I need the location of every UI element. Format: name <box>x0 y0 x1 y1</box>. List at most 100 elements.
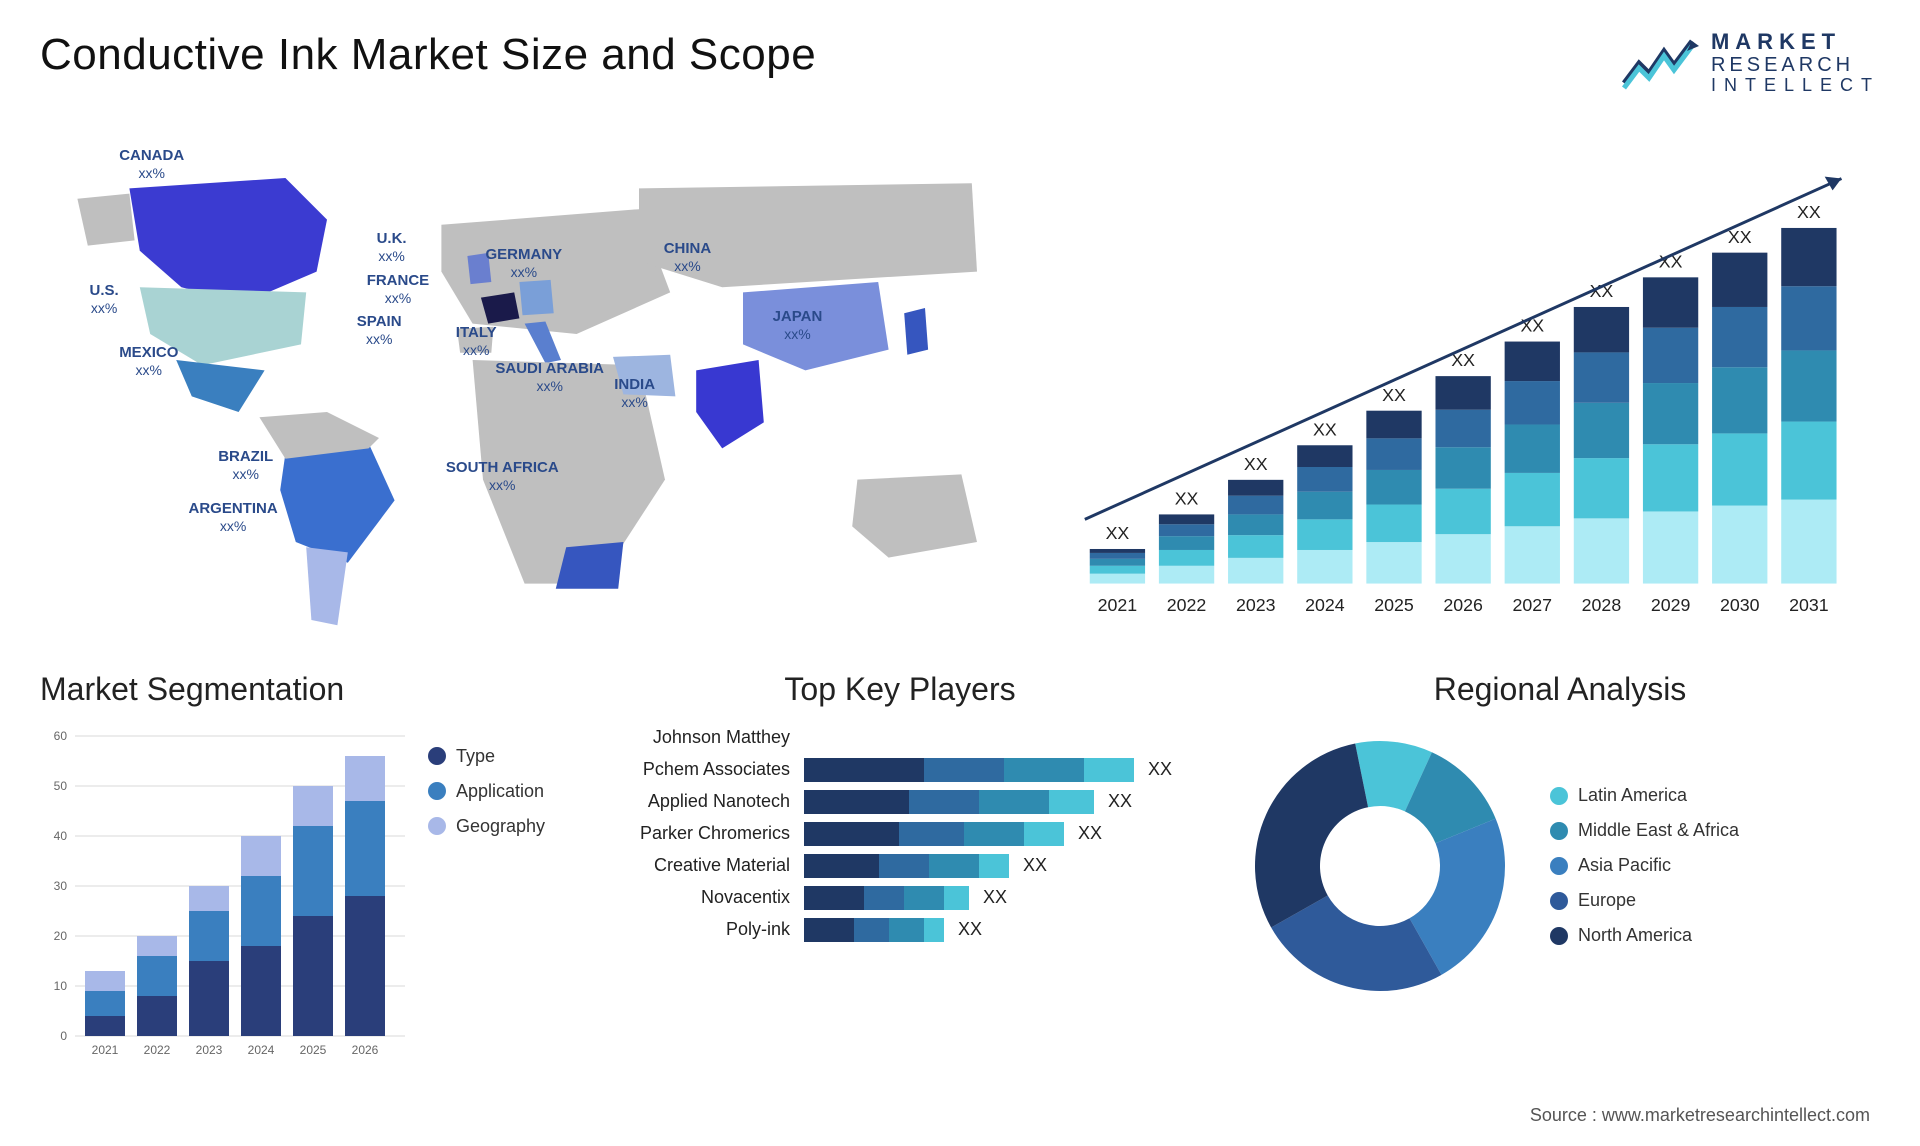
seg-bar-seg <box>189 961 229 1036</box>
country-australia <box>852 474 977 557</box>
donut-legend-item: Middle East & Africa <box>1550 820 1739 841</box>
forecast-bar-seg <box>1574 352 1629 402</box>
map-label: MEXICOxx% <box>119 344 178 379</box>
forecast-bar-seg <box>1505 526 1560 583</box>
seg-legend-item: Application <box>428 781 545 802</box>
forecast-year-label: 2026 <box>1443 595 1483 615</box>
forecast-bar-seg <box>1090 559 1145 566</box>
forecast-bar-seg <box>1712 307 1767 367</box>
forecast-bar-seg <box>1159 514 1214 524</box>
forecast-bar-seg <box>1297 550 1352 584</box>
row-bottom: Market Segmentation 01020304050602021202… <box>40 671 1880 1066</box>
legend-label: Asia Pacific <box>1578 855 1671 876</box>
player-value: XX <box>958 919 982 940</box>
forecast-bar-seg <box>1435 447 1490 488</box>
seg-ytick: 20 <box>54 929 68 943</box>
map-label: U.S.xx% <box>90 282 119 317</box>
forecast-bar-seg <box>1643 328 1698 383</box>
segmentation-title: Market Segmentation <box>40 671 560 708</box>
seg-year-label: 2024 <box>248 1043 275 1057</box>
players-row: Pchem Associates XX <box>600 758 1200 782</box>
seg-bar-seg <box>345 801 385 896</box>
player-bar-seg <box>964 822 1024 846</box>
forecast-bar-seg <box>1366 542 1421 583</box>
player-bar <box>804 918 944 942</box>
player-value: XX <box>1108 791 1132 812</box>
seg-bar-seg <box>241 876 281 946</box>
page-title: Conductive Ink Market Size and Scope <box>40 30 816 80</box>
players-title: Top Key Players <box>600 671 1200 708</box>
seg-bar-seg <box>293 916 333 1036</box>
map-label: GERMANYxx% <box>486 246 563 281</box>
forecast-bar-seg <box>1366 505 1421 543</box>
player-bar-seg <box>899 822 964 846</box>
map-label: ITALYxx% <box>456 324 497 359</box>
map-label: JAPANxx% <box>773 308 823 343</box>
seg-ytick: 50 <box>54 779 68 793</box>
seg-ytick: 40 <box>54 829 68 843</box>
seg-bar-seg <box>137 936 177 956</box>
seg-bar-seg <box>85 991 125 1016</box>
forecast-bar-seg <box>1781 228 1836 286</box>
country-argentina <box>306 547 348 625</box>
forecast-bar-label: XX <box>1175 489 1199 509</box>
country-south-africa <box>556 542 624 589</box>
player-bar-seg <box>804 854 879 878</box>
player-bar-seg <box>1084 758 1134 782</box>
forecast-bar-seg <box>1228 535 1283 558</box>
seg-ytick: 60 <box>54 729 68 743</box>
player-name: Pchem Associates <box>600 759 790 780</box>
map-label: CANADAxx% <box>119 147 184 182</box>
donut-slice <box>1255 743 1368 927</box>
player-name: Applied Nanotech <box>600 791 790 812</box>
seg-bar-seg <box>345 756 385 801</box>
seg-bar-seg <box>241 946 281 1036</box>
segmentation-legend: TypeApplicationGeography <box>428 726 545 837</box>
map-label: SPAINxx% <box>357 313 402 348</box>
forecast-bar-seg <box>1781 350 1836 421</box>
legend-label: Middle East & Africa <box>1578 820 1739 841</box>
forecast-bar-seg <box>1574 458 1629 518</box>
player-bar-seg <box>864 886 904 910</box>
player-name: Parker Chromerics <box>600 823 790 844</box>
seg-bar-seg <box>189 886 229 911</box>
forecast-bar-label: XX <box>1728 227 1752 247</box>
player-bar-seg <box>804 918 854 942</box>
forecast-bar-seg <box>1574 307 1629 352</box>
country-mexico <box>176 360 264 412</box>
brand-logo: MARKET RESEARCH INTELLECT <box>1619 30 1880 96</box>
player-bar <box>804 854 1009 878</box>
logo-text: MARKET RESEARCH INTELLECT <box>1711 30 1880 96</box>
world-map: CANADAxx%U.S.xx%MEXICOxx%BRAZILxx%ARGENT… <box>40 126 1030 646</box>
legend-label: Europe <box>1578 890 1636 911</box>
row-top: CANADAxx%U.S.xx%MEXICOxx%BRAZILxx%ARGENT… <box>40 126 1880 646</box>
seg-bar-seg <box>85 971 125 991</box>
forecast-year-label: 2022 <box>1167 595 1207 615</box>
forecast-bar-seg <box>1574 403 1629 458</box>
player-bar-seg <box>979 854 1009 878</box>
player-name: Novacentix <box>600 887 790 908</box>
forecast-bar-seg <box>1435 489 1490 534</box>
seg-bar-seg <box>85 1016 125 1036</box>
player-bar <box>804 758 1134 782</box>
player-bar-seg <box>879 854 929 878</box>
country-japan <box>904 308 928 355</box>
players-row: Creative MaterialXX <box>600 854 1200 878</box>
seg-bar-seg <box>137 956 177 996</box>
forecast-bar-label: XX <box>1106 523 1130 543</box>
player-value: XX <box>1148 759 1172 780</box>
player-bar-seg <box>979 790 1049 814</box>
seg-bar-seg <box>137 996 177 1036</box>
legend-dot <box>1550 787 1568 805</box>
forecast-bar-seg <box>1643 444 1698 511</box>
forecast-bar-seg <box>1574 518 1629 583</box>
forecast-svg: XX2021XX2022XX2023XX2024XX2025XX2026XX20… <box>1070 126 1880 646</box>
forecast-bar-label: XX <box>1382 385 1406 405</box>
forecast-bar-label: XX <box>1797 202 1821 222</box>
forecast-bar-seg <box>1712 433 1767 505</box>
forecast-year-label: 2028 <box>1582 595 1622 615</box>
regional-panel: Regional Analysis Latin AmericaMiddle Ea… <box>1240 671 1880 1066</box>
legend-dot <box>1550 822 1568 840</box>
forecast-bar-seg <box>1435 534 1490 583</box>
players-row: NovacentixXX <box>600 886 1200 910</box>
